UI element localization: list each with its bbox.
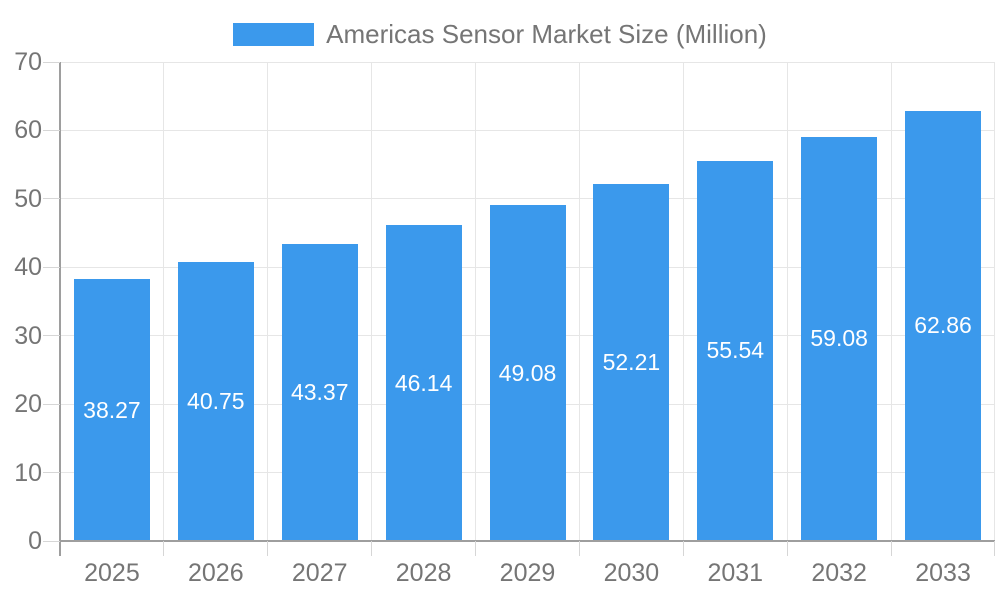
x-gridline — [267, 62, 269, 541]
bar[interactable]: 38.27 — [73, 279, 150, 541]
bar-value-label: 46.14 — [394, 369, 453, 396]
x-axis-tick-label: 2025 — [84, 559, 140, 587]
y-axis-tick-label: 40 — [14, 253, 42, 282]
y-tick-mark — [43, 198, 60, 200]
x-gridline — [163, 62, 165, 541]
x-gridline — [475, 62, 477, 541]
bar-value-label: 38.27 — [83, 396, 141, 423]
bar-value-label: 49.08 — [498, 359, 557, 386]
y-tick-mark — [43, 472, 60, 474]
bar[interactable]: 46.14 — [385, 225, 462, 541]
x-axis-line — [60, 540, 995, 542]
x-axis-tick-label: 2032 — [811, 559, 867, 587]
bar[interactable]: 40.75 — [177, 262, 254, 541]
x-tick-mark — [578, 541, 580, 556]
y-tick-mark — [43, 266, 60, 268]
bar[interactable]: 43.37 — [281, 244, 358, 541]
y-tick-mark — [43, 61, 60, 63]
x-gridline — [890, 62, 892, 541]
y-axis-line — [59, 62, 61, 556]
x-gridline — [578, 62, 580, 541]
x-tick-mark — [267, 541, 269, 556]
x-axis-tick-label: 2031 — [707, 559, 764, 587]
x-tick-mark — [371, 541, 373, 556]
plot-area: 38.27 40.75 43.37 46.14 49.08 52.21 55.54 59.08… — [60, 61, 995, 541]
bar[interactable]: 52.21 — [593, 183, 670, 541]
x-axis-tick-label: 2029 — [499, 559, 556, 587]
legend-swatch-icon — [233, 22, 315, 46]
x-axis-tick-label: 2026 — [188, 559, 244, 587]
bar[interactable]: 59.08 — [801, 136, 878, 541]
x-axis-tick-label: 2033 — [915, 559, 971, 587]
x-tick-mark — [786, 541, 788, 556]
x-gridline — [993, 62, 995, 541]
y-axis-tick-label: 70 — [14, 48, 42, 76]
bar-value-label: 55.54 — [706, 337, 765, 364]
x-axis-tick-label: 2027 — [291, 559, 348, 587]
y-axis-tick-label: 20 — [14, 390, 42, 419]
x-gridline — [682, 62, 684, 541]
x-gridline — [786, 62, 788, 541]
y-axis-tick-label: 30 — [14, 321, 42, 350]
y-gridline — [60, 198, 995, 200]
y-axis-tick-label: 0 — [28, 527, 42, 555]
x-gridline — [371, 62, 373, 541]
x-axis-tick-label: 2028 — [395, 559, 452, 587]
y-axis-tick-label: 50 — [14, 184, 42, 213]
x-tick-mark — [993, 541, 995, 556]
y-tick-mark — [43, 129, 60, 131]
bar-value-label: 52.21 — [602, 348, 661, 375]
x-tick-mark — [682, 541, 684, 556]
x-tick-mark — [890, 541, 892, 556]
y-gridline — [60, 129, 995, 131]
y-tick-mark — [43, 335, 60, 337]
x-axis-tick-label: 2030 — [603, 559, 660, 587]
x-tick-mark — [475, 541, 477, 556]
bar-value-label: 43.37 — [290, 379, 349, 406]
legend-label: Americas Sensor Market Size (Million) — [326, 19, 767, 49]
y-axis-tick-label: 10 — [14, 458, 42, 487]
y-tick-mark — [43, 540, 60, 542]
bar[interactable]: 62.86 — [905, 110, 982, 541]
bar[interactable]: 55.54 — [697, 160, 774, 541]
y-gridline — [60, 61, 995, 63]
bar-value-label: 59.08 — [810, 325, 868, 352]
bar[interactable]: 49.08 — [489, 205, 566, 541]
bar-value-label: 40.75 — [187, 388, 245, 415]
bar-value-label: 62.86 — [914, 312, 972, 339]
y-axis-tick-label: 60 — [14, 116, 42, 145]
legend[interactable]: Americas Sensor Market Size (Million) — [0, 19, 1000, 49]
y-tick-mark — [43, 403, 60, 405]
x-tick-mark — [163, 541, 165, 556]
